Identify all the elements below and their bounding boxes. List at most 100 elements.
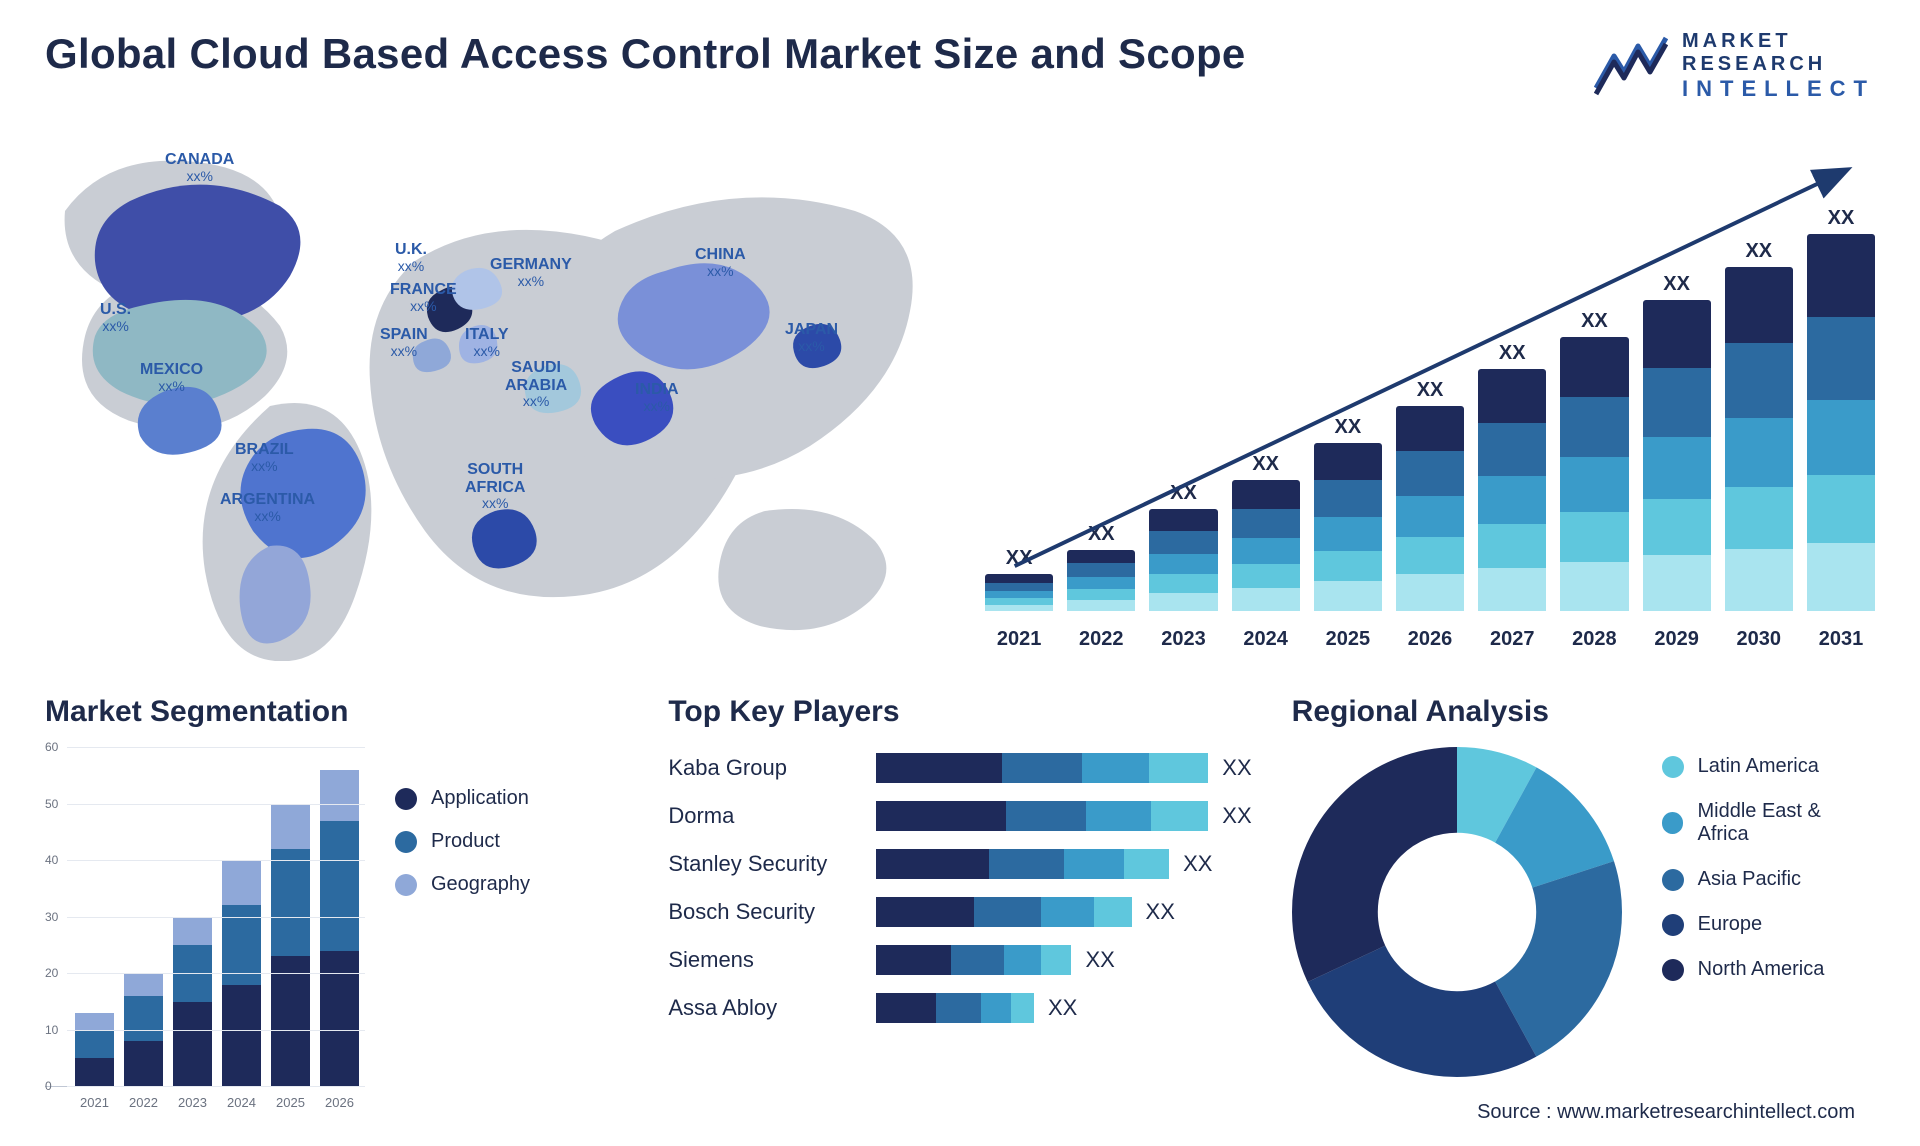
map-label-saudi-arabia: SAUDIARABIAxx% bbox=[505, 359, 567, 410]
player-row: Assa Abloy XX bbox=[668, 993, 1251, 1023]
regional-donut bbox=[1292, 747, 1622, 1077]
players-panel: Top Key Players Kaba GroupXXDormaXXStanl… bbox=[668, 695, 1251, 1125]
player-bar bbox=[876, 897, 1131, 927]
segmentation-panel: Market Segmentation 20212022202320242025… bbox=[45, 695, 628, 1125]
player-bar bbox=[876, 945, 1071, 975]
map-label-canada: CANADAxx% bbox=[165, 151, 234, 184]
player-row: Kaba Group XX bbox=[668, 753, 1251, 783]
map-label-u-s-: U.S.xx% bbox=[100, 301, 131, 334]
seg-y-tick: 40 bbox=[45, 853, 58, 867]
player-value: XX bbox=[1085, 947, 1114, 973]
player-bar bbox=[876, 993, 1034, 1023]
map-label-india: INDIAxx% bbox=[635, 381, 679, 414]
main-bar-toplabel: XX bbox=[1745, 240, 1772, 263]
main-x-label: 2025 bbox=[1314, 628, 1382, 651]
regional-panel: Regional Analysis Latin AmericaMiddle Ea… bbox=[1292, 695, 1875, 1125]
map-label-germany: GERMANYxx% bbox=[490, 256, 572, 289]
map-label-argentina: ARGENTINAxx% bbox=[220, 491, 315, 524]
main-bar-2024: XX bbox=[1232, 453, 1300, 611]
main-bar-2021: XX bbox=[985, 547, 1053, 611]
player-row: Stanley Security XX bbox=[668, 849, 1251, 879]
segmentation-chart: 202120222023202420252026 0102030405060 bbox=[45, 747, 365, 1087]
player-value: XX bbox=[1146, 899, 1175, 925]
regional-legend-item: Asia Pacific bbox=[1662, 868, 1875, 891]
map-label-china: CHINAxx% bbox=[695, 246, 746, 279]
map-label-mexico: MEXICOxx% bbox=[140, 361, 203, 394]
seg-bar-2026 bbox=[320, 770, 359, 1086]
seg-legend-item: Product bbox=[395, 830, 530, 853]
main-bar-toplabel: XX bbox=[1663, 273, 1690, 296]
brand-line-1: MARKET bbox=[1682, 30, 1875, 53]
segmentation-title: Market Segmentation bbox=[45, 695, 628, 729]
player-name: Assa Abloy bbox=[668, 995, 858, 1021]
main-x-label: 2021 bbox=[985, 628, 1053, 651]
brand-line-2: RESEARCH bbox=[1682, 53, 1875, 76]
seg-y-tick: 50 bbox=[45, 797, 58, 811]
players-title: Top Key Players bbox=[668, 695, 1251, 729]
map-label-france: FRANCExx% bbox=[390, 281, 457, 314]
main-bar-2030: XX bbox=[1725, 240, 1793, 611]
main-x-label: 2029 bbox=[1643, 628, 1711, 651]
player-value: XX bbox=[1222, 755, 1251, 781]
main-x-label: 2023 bbox=[1149, 628, 1217, 651]
main-x-label: 2030 bbox=[1725, 628, 1793, 651]
main-bar-2027: XX bbox=[1478, 342, 1546, 611]
seg-y-tick: 20 bbox=[45, 966, 58, 980]
player-name: Stanley Security bbox=[668, 851, 858, 877]
seg-x-label: 2023 bbox=[173, 1095, 212, 1110]
seg-bar-2023 bbox=[173, 917, 212, 1087]
player-bar bbox=[876, 849, 1169, 879]
player-bar bbox=[876, 801, 1208, 831]
map-label-u-k-: U.K.xx% bbox=[395, 241, 427, 274]
main-x-label: 2024 bbox=[1232, 628, 1300, 651]
main-bar-toplabel: XX bbox=[1170, 482, 1197, 505]
main-bar-toplabel: XX bbox=[1581, 310, 1608, 333]
regional-legend-item: Middle East & Africa bbox=[1662, 800, 1875, 846]
player-row: Siemens XX bbox=[668, 945, 1251, 975]
seg-y-tick: 0 bbox=[45, 1079, 52, 1093]
regional-legend-item: Europe bbox=[1662, 913, 1875, 936]
map-label-south-africa: SOUTHAFRICAxx% bbox=[465, 461, 525, 512]
regional-legend-item: Latin America bbox=[1662, 755, 1875, 778]
seg-legend-item: Geography bbox=[395, 873, 530, 896]
player-name: Bosch Security bbox=[668, 899, 858, 925]
player-value: XX bbox=[1183, 851, 1212, 877]
player-value: XX bbox=[1222, 803, 1251, 829]
seg-y-tick: 10 bbox=[45, 1023, 58, 1037]
regional-legend-item: North America bbox=[1662, 958, 1875, 981]
player-name: Kaba Group bbox=[668, 755, 858, 781]
main-bar-toplabel: XX bbox=[1252, 453, 1279, 476]
seg-y-tick: 60 bbox=[45, 740, 58, 754]
main-x-label: 2028 bbox=[1560, 628, 1628, 651]
main-bar-toplabel: XX bbox=[1006, 547, 1033, 570]
main-x-label: 2022 bbox=[1067, 628, 1135, 651]
main-bar-2029: XX bbox=[1643, 273, 1711, 612]
map-label-spain: SPAINxx% bbox=[380, 326, 428, 359]
main-bar-toplabel: XX bbox=[1828, 207, 1855, 230]
map-label-brazil: BRAZILxx% bbox=[235, 441, 294, 474]
main-x-label: 2031 bbox=[1807, 628, 1875, 651]
main-bar-2026: XX bbox=[1396, 379, 1464, 611]
seg-x-label: 2025 bbox=[271, 1095, 310, 1110]
main-x-label: 2027 bbox=[1478, 628, 1546, 651]
main-bar-2031: XX bbox=[1807, 207, 1875, 611]
seg-x-label: 2024 bbox=[222, 1095, 261, 1110]
brand-line-3: INTELLECT bbox=[1682, 76, 1875, 101]
world-map-panel: CANADAxx% U.S.xx% MEXICOxx% BRAZILxx% ARGENT… bbox=[45, 131, 945, 671]
source-label: Source : www.marketresearchintellect.com bbox=[1477, 1101, 1855, 1124]
player-name: Siemens bbox=[668, 947, 858, 973]
player-value: XX bbox=[1048, 995, 1077, 1021]
regional-legend: Latin America Middle East & Africa Asia Pa… bbox=[1662, 747, 1875, 981]
seg-y-tick: 30 bbox=[45, 910, 58, 924]
segmentation-legend: Application Product Geography bbox=[395, 747, 530, 1087]
player-name: Dorma bbox=[668, 803, 858, 829]
main-bar-chart: XXXXXXXXXXXXXXXXXXXXXX 20212022202320242… bbox=[985, 131, 1875, 671]
main-bar-2023: XX bbox=[1149, 482, 1217, 612]
main-x-label: 2026 bbox=[1396, 628, 1464, 651]
seg-legend-item: Application bbox=[395, 787, 530, 810]
player-row: Dorma XX bbox=[668, 801, 1251, 831]
seg-x-label: 2021 bbox=[75, 1095, 114, 1110]
seg-x-label: 2026 bbox=[320, 1095, 359, 1110]
brand-logo-block: MARKET RESEARCH INTELLECT bbox=[1594, 30, 1875, 101]
brand-logo-icon bbox=[1594, 36, 1668, 96]
